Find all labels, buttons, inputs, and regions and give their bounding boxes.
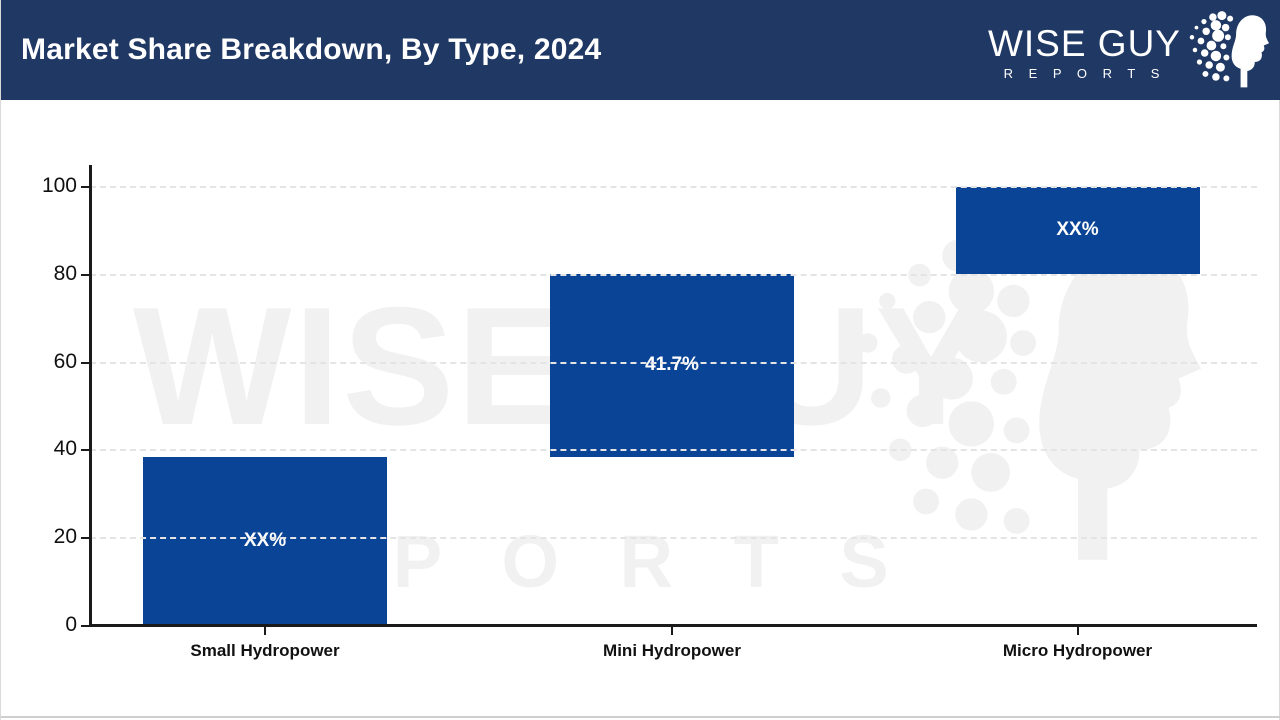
y-tick-mark bbox=[81, 361, 89, 364]
logo-subtitle: R E P O R T S bbox=[1003, 65, 1166, 81]
bar-value-label: 41.7% bbox=[645, 354, 699, 376]
y-tick-label: 80 bbox=[53, 261, 77, 285]
x-category-label: Micro Hydropower bbox=[1002, 641, 1153, 660]
y-tick-mark bbox=[81, 449, 89, 452]
y-tick-label: 100 bbox=[41, 174, 77, 197]
y-tick-mark bbox=[81, 273, 89, 276]
x-axis-line bbox=[89, 624, 1257, 627]
gridline bbox=[90, 449, 1257, 452]
bar-value-label: XX% bbox=[1056, 219, 1099, 241]
dotted-head-icon bbox=[1189, 11, 1269, 88]
bottom-divider bbox=[1, 716, 1280, 718]
y-tick-label: 60 bbox=[53, 349, 77, 373]
y-tick-label: 40 bbox=[53, 437, 77, 461]
bar-micro-hydropower: XX% bbox=[955, 187, 1200, 274]
y-tick-mark bbox=[81, 625, 89, 627]
x-category-label: Small Hydropower bbox=[190, 641, 340, 660]
gridline bbox=[90, 273, 1257, 276]
y-tick-mark bbox=[81, 186, 89, 188]
gridline bbox=[90, 537, 1257, 540]
y-tick-mark bbox=[81, 537, 89, 540]
bar-value-label: XX% bbox=[243, 530, 287, 552]
y-tick-label: 0 bbox=[65, 613, 77, 636]
bar-mini-hydropower: 41.7% bbox=[550, 273, 794, 457]
x-tick-mark bbox=[1076, 627, 1079, 635]
logo-text: WISE GUY R E P O R T S bbox=[987, 22, 1181, 81]
y-tick-label: 20 bbox=[53, 525, 77, 549]
gridline bbox=[90, 361, 1257, 364]
x-category-label: Mini Hydropower bbox=[603, 641, 741, 660]
wise-guy-logo: WISE GUY R E P O R T S bbox=[988, 8, 1269, 92]
x-tick-mark bbox=[264, 627, 266, 635]
y-axis-line bbox=[89, 165, 92, 626]
gridline bbox=[90, 186, 1257, 188]
page-title: Market Share Breakdown, By Type, 2024 bbox=[21, 33, 602, 66]
bar-small-hydropower: XX% bbox=[143, 456, 387, 626]
header-bar: Market Share Breakdown, By Type, 2024 WI… bbox=[1, 0, 1280, 100]
x-tick-mark bbox=[671, 627, 673, 635]
logo-wordmark: WISE GUY bbox=[987, 22, 1181, 64]
